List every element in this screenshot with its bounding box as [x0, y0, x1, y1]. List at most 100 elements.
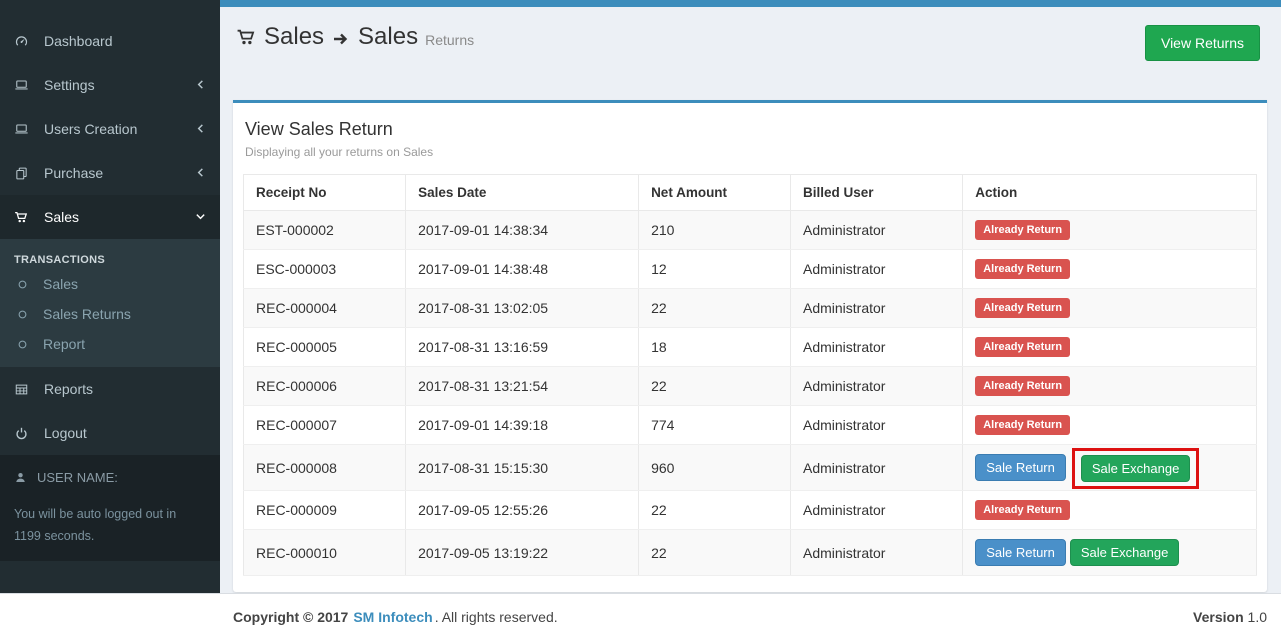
sale-exchange-button[interactable]: Sale Exchange: [1080, 454, 1191, 482]
chevron-down-icon: [195, 209, 206, 225]
sales-submenu: Sales Sales Returns Report: [0, 269, 220, 359]
auto-logout-message: You will be auto logged out in 1199 seco…: [14, 507, 177, 543]
sidebar-main-menu: Dashboard Settings Users Creation Purchase S…: [0, 0, 220, 239]
sidebar-item-dashboard[interactable]: Dashboard: [0, 19, 220, 63]
content-header: Sales Sales Returns View Returns: [220, 7, 1281, 100]
circle-icon: [16, 278, 37, 291]
cell-billed-user: Administrator: [789, 327, 964, 367]
column-header-sales-date: Sales Date: [405, 174, 640, 211]
sale-return-button[interactable]: Sale Return: [975, 539, 1066, 566]
copy-icon: [14, 166, 36, 181]
already-return-badge: Already Return: [975, 415, 1071, 435]
footer: Copyright © 2017 SM Infotech . All right…: [0, 593, 1281, 639]
chevron-left-icon: [195, 121, 206, 137]
transactions-section-label: TRANSACTIONS: [14, 254, 105, 266]
cell-sales-date: 2017-09-01 14:39:18: [405, 405, 640, 445]
cell-sales-date: 2017-09-01 14:38:34: [405, 210, 640, 250]
cell-net-amount: 22: [638, 288, 791, 328]
laptop-icon: [14, 122, 36, 137]
cell-receipt-no: REC-000006: [242, 366, 407, 406]
laptop-icon: [14, 78, 36, 93]
copyright-text: Copyright © 2017: [233, 608, 349, 625]
table-row: REC-000005 2017-08-31 13:16:59 18 Administr…: [242, 327, 1257, 367]
submenu-item-report[interactable]: Report: [0, 329, 220, 359]
submenu-item-sales[interactable]: Sales: [0, 269, 220, 299]
chevron-left-icon: [195, 77, 206, 93]
top-accent-bar: [220, 0, 1281, 7]
sidebar-item-settings[interactable]: Settings: [0, 63, 220, 107]
sidebar-item-label: Logout: [44, 425, 87, 441]
sidebar-item-sales[interactable]: Sales: [0, 195, 220, 239]
company-link[interactable]: SM Infotech: [353, 608, 433, 625]
already-return-badge: Already Return: [975, 337, 1071, 357]
submenu-item-sales-returns[interactable]: Sales Returns: [0, 299, 220, 329]
cell-receipt-no: REC-000005: [242, 327, 407, 367]
cell-receipt-no: REC-000007: [242, 405, 407, 445]
sidebar-bottom-menu: Reports Logout: [0, 367, 220, 455]
cell-billed-user: Administrator: [789, 405, 964, 445]
table-row: REC-000004 2017-08-31 13:02:05 22 Administr…: [242, 288, 1257, 328]
column-header-action: Action: [962, 174, 1257, 211]
cell-net-amount: 22: [638, 529, 791, 576]
dashboard-icon: [14, 34, 36, 49]
sidebar-filler: [0, 561, 220, 593]
table-row: ESC-000003 2017-09-01 14:38:48 12 Administr…: [242, 249, 1257, 289]
cell-action: Already Return: [962, 490, 1257, 530]
cell-net-amount: 774: [638, 405, 791, 445]
cell-sales-date: 2017-08-31 13:02:05: [405, 288, 640, 328]
sidebar-item-reports[interactable]: Reports: [0, 367, 220, 411]
footer-content: Copyright © 2017 SM Infotech . All right…: [233, 594, 1267, 639]
already-return-badge: Already Return: [975, 259, 1071, 279]
cell-sales-date: 2017-09-01 14:38:48: [405, 249, 640, 289]
table-row: REC-000008 2017-08-31 15:15:30 960 Administ…: [242, 444, 1257, 491]
breadcrumb-sales-2: Sales: [358, 23, 419, 50]
user-panel: USER NAME: You will be auto logged out i…: [0, 455, 220, 561]
column-header-billed-user: Billed User: [789, 174, 964, 211]
user-name-row: USER NAME:: [14, 467, 206, 487]
breadcrumb-returns: Returns: [425, 32, 475, 48]
cell-sales-date: 2017-09-05 13:19:22: [405, 529, 640, 576]
cell-action: Already Return: [962, 210, 1257, 250]
cell-action: Sale Return Sale Exchange: [962, 529, 1257, 576]
highlight-box: Sale Exchange: [1071, 447, 1200, 489]
arrow-right-icon: [334, 33, 348, 45]
table-row: EST-000002 2017-09-01 14:38:34 210 Administ…: [242, 210, 1257, 250]
sale-exchange-button[interactable]: Sale Exchange: [1069, 539, 1180, 566]
cell-receipt-no: REC-000009: [242, 490, 407, 530]
table-icon: [14, 382, 36, 397]
column-header-receipt-no: Receipt No: [242, 174, 407, 211]
cell-billed-user: Administrator: [789, 288, 964, 328]
table-header-row: Receipt No Sales Date Net Amount Billed Use…: [242, 174, 1257, 211]
circle-icon: [16, 308, 37, 321]
submenu-item-label: Sales: [43, 276, 79, 292]
table-body: EST-000002 2017-09-01 14:38:34 210 Administ…: [242, 210, 1257, 576]
submenu-item-label: Sales Returns: [43, 306, 131, 322]
table-row: REC-000009 2017-09-05 12:55:26 22 Administr…: [242, 490, 1257, 530]
user-name-label: USER NAME:: [37, 469, 118, 485]
cell-sales-date: 2017-08-31 13:21:54: [405, 366, 640, 406]
cell-sales-date: 2017-08-31 13:16:59: [405, 327, 640, 367]
sidebar-item-users-creation[interactable]: Users Creation: [0, 107, 220, 151]
cell-net-amount: 18: [638, 327, 791, 367]
cell-receipt-no: ESC-000003: [242, 249, 407, 289]
view-returns-button[interactable]: View Returns: [1144, 25, 1260, 61]
sales-return-panel: View Sales Return Displaying all your re…: [233, 100, 1267, 592]
sidebar-item-purchase[interactable]: Purchase: [0, 151, 220, 195]
sales-submenu-block: TRANSACTIONS Sales Sales Returns Report: [0, 239, 220, 367]
cell-billed-user: Administrator: [789, 444, 964, 491]
cell-sales-date: 2017-09-05 12:55:26: [405, 490, 640, 530]
panel-subtitle: Displaying all your returns on Sales: [245, 145, 434, 159]
column-header-net-amount: Net Amount: [638, 174, 791, 211]
cell-action: Already Return: [962, 405, 1257, 445]
sidebar-item-logout[interactable]: Logout: [0, 411, 220, 455]
already-return-badge: Already Return: [975, 376, 1071, 396]
cell-receipt-no: REC-000004: [242, 288, 407, 328]
panel-title: View Sales Return: [245, 119, 393, 139]
cell-net-amount: 22: [638, 490, 791, 530]
table-row: REC-000010 2017-09-05 13:19:22 22 Administr…: [242, 529, 1257, 576]
version-value: 1.0: [1247, 608, 1267, 625]
sale-return-button[interactable]: Sale Return: [975, 454, 1066, 481]
cell-action: Sale Return Sale Exchange: [962, 444, 1257, 491]
cell-billed-user: Administrator: [789, 366, 964, 406]
